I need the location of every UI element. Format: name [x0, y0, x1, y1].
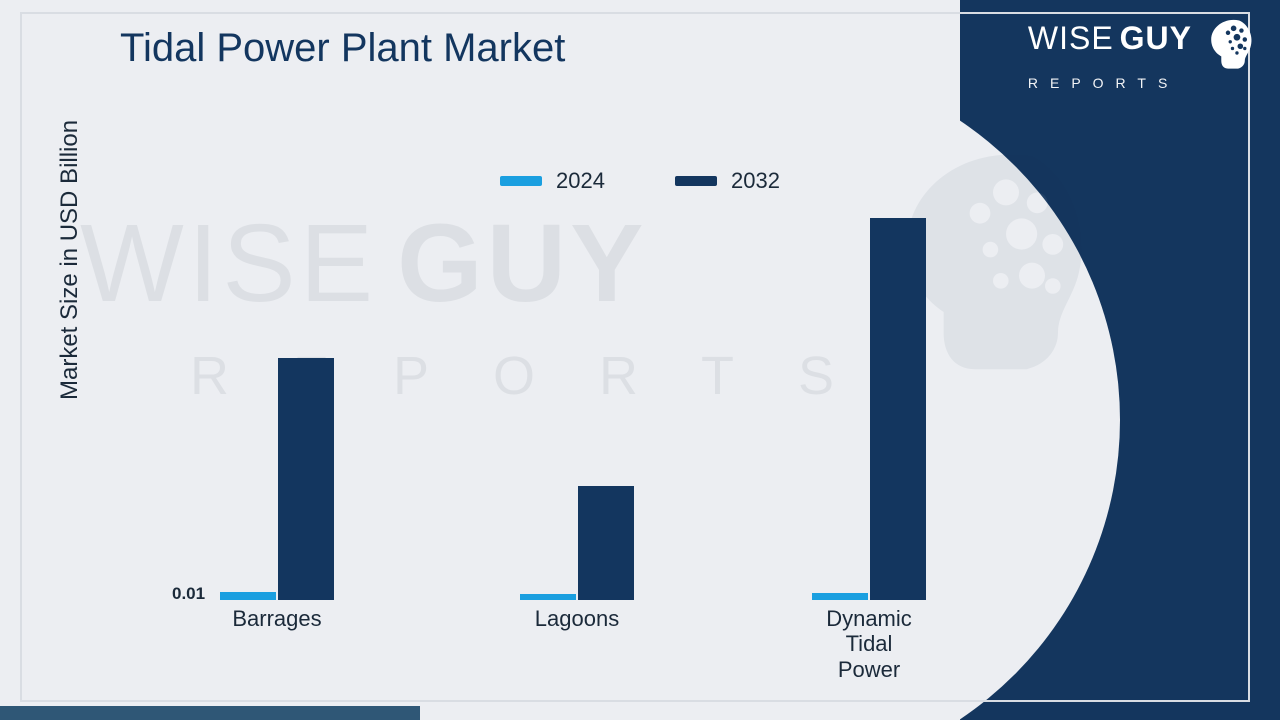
- brand-word1: WISE: [1028, 22, 1114, 54]
- legend-item-2024: 2024: [500, 168, 605, 194]
- chart-plot-area: 0.01Barrages Lagoons DynamicTidalPower: [100, 210, 980, 640]
- bar-group: 0.01Barrages: [220, 358, 334, 600]
- category-label: DynamicTidalPower: [789, 606, 949, 682]
- y-axis-label: Market Size in USD Billion: [56, 120, 84, 400]
- bar: [870, 218, 926, 600]
- bar: [520, 594, 576, 600]
- bar: [220, 592, 276, 600]
- bar-groups-container: 0.01Barrages Lagoons DynamicTidalPower: [100, 210, 980, 640]
- legend-label-2032: 2032: [731, 168, 780, 194]
- legend-swatch-2024: [500, 176, 542, 186]
- bar: [578, 486, 634, 600]
- chart-title: Tidal Power Plant Market: [120, 26, 565, 71]
- bar-group: Lagoons: [520, 486, 634, 600]
- bar: [278, 358, 334, 600]
- brand-sub: REPORTS: [1028, 76, 1256, 90]
- bar-value-label: 0.01: [172, 584, 205, 604]
- category-label: Lagoons: [497, 606, 657, 631]
- legend-item-2032: 2032: [675, 168, 780, 194]
- brand-head-icon: [1200, 16, 1256, 72]
- bar-group: DynamicTidalPower: [812, 218, 926, 600]
- chart-legend: 2024 2032: [0, 168, 1280, 194]
- bottom-accent-bar: [0, 706, 420, 720]
- page-root: WISE GUY REPORTS Tidal Power Plant Marke…: [0, 0, 1280, 720]
- brand-logo: WISE GUY REPORTS: [1028, 22, 1256, 90]
- legend-swatch-2032: [675, 176, 717, 186]
- category-label: Barrages: [197, 606, 357, 631]
- brand-word2: GUY: [1120, 22, 1192, 54]
- legend-label-2024: 2024: [556, 168, 605, 194]
- bar: [812, 593, 868, 600]
